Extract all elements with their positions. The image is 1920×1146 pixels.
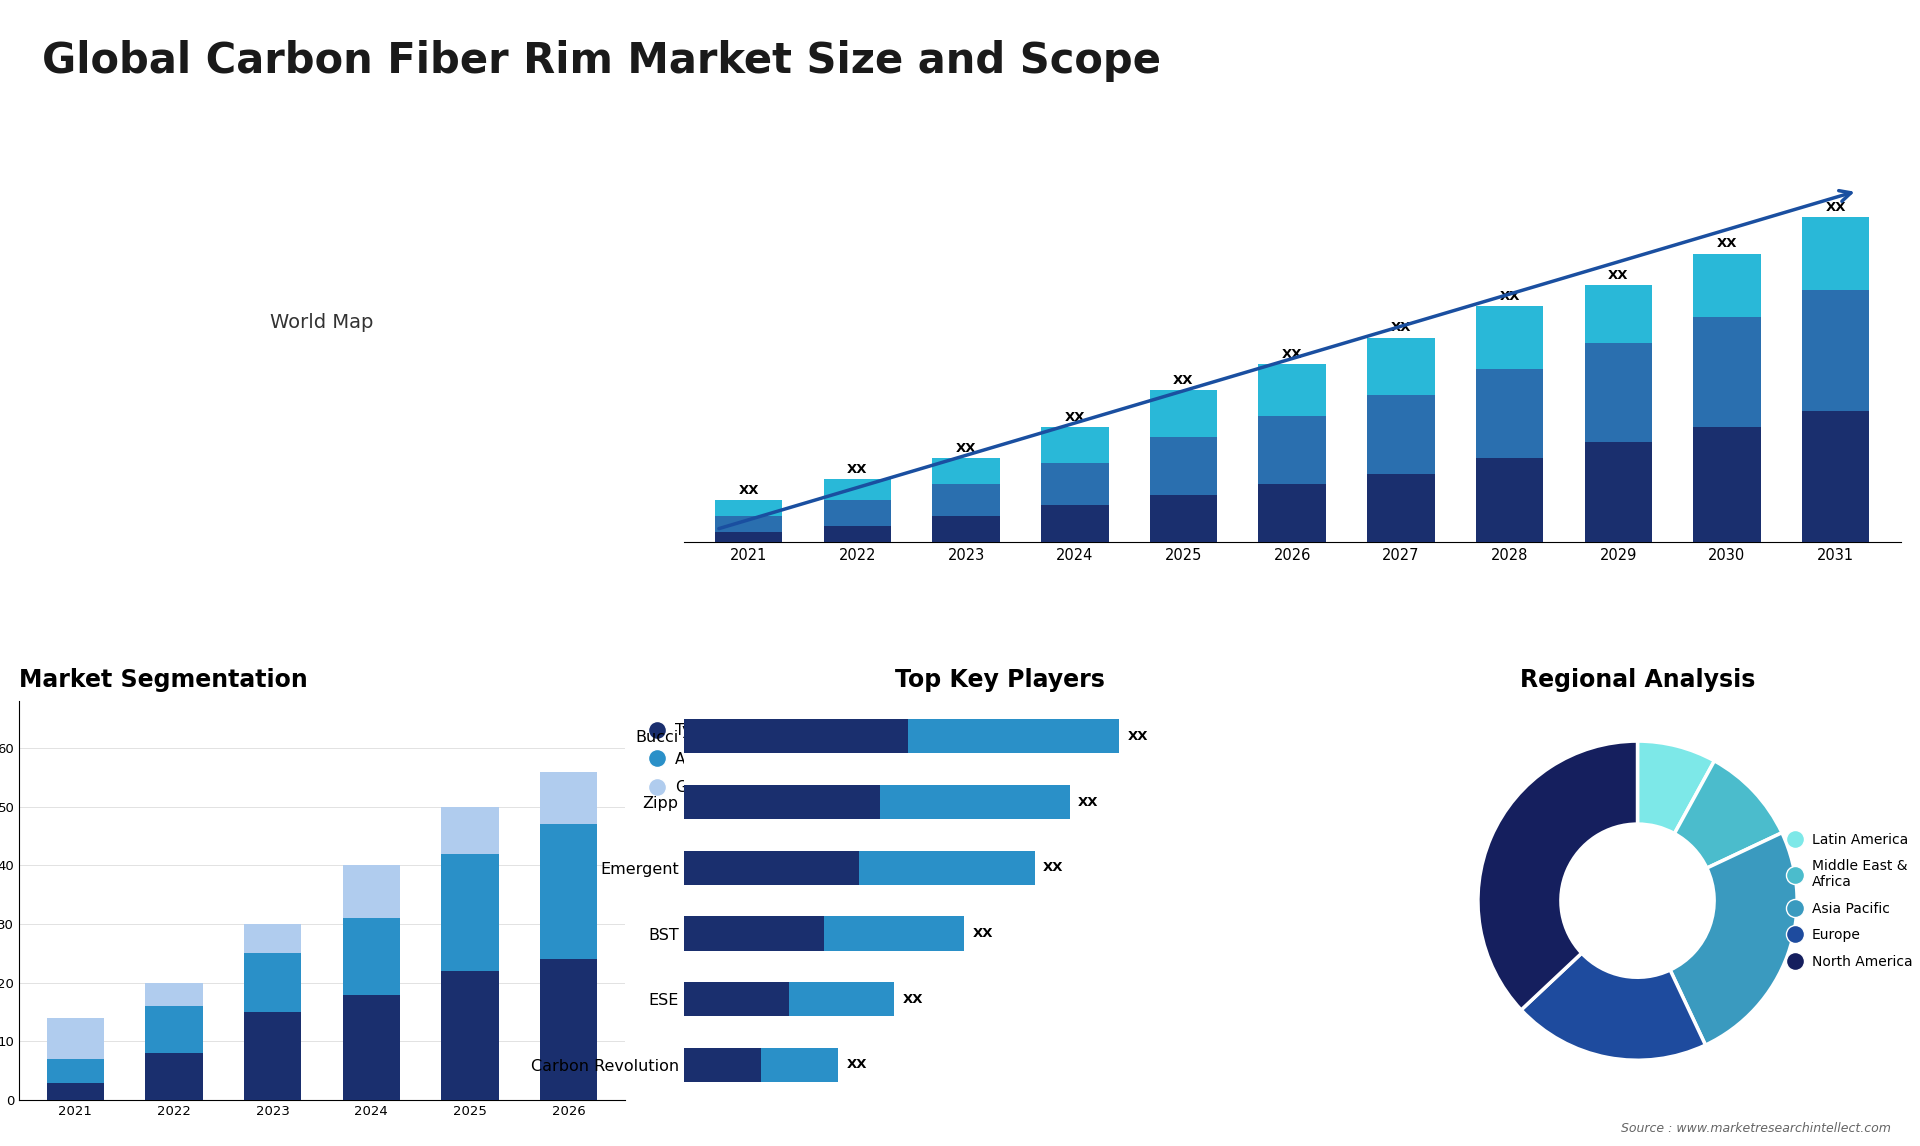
Text: Global Carbon Fiber Rim Market Size and Scope: Global Carbon Fiber Rim Market Size and … xyxy=(42,40,1162,83)
Bar xyxy=(684,1047,837,1082)
Wedge shape xyxy=(1638,741,1715,833)
Wedge shape xyxy=(1478,741,1638,1010)
Bar xyxy=(824,526,891,542)
Title: Regional Analysis: Regional Analysis xyxy=(1521,668,1755,692)
Text: Market Segmentation: Market Segmentation xyxy=(19,668,307,692)
Bar xyxy=(684,982,789,1017)
Bar xyxy=(342,995,399,1100)
Bar xyxy=(540,771,597,824)
Bar xyxy=(684,720,908,753)
Bar xyxy=(933,485,1000,516)
Bar xyxy=(342,918,399,995)
Bar xyxy=(1367,473,1434,542)
Bar xyxy=(684,850,858,885)
Bar xyxy=(540,959,597,1100)
Bar xyxy=(1801,217,1870,290)
Bar xyxy=(46,1083,104,1100)
Text: XX: XX xyxy=(1716,237,1738,251)
Text: XX: XX xyxy=(1607,269,1628,282)
Title: Top Key Players: Top Key Players xyxy=(895,668,1104,692)
Bar xyxy=(1801,290,1870,411)
Bar xyxy=(1258,416,1327,485)
Text: XX: XX xyxy=(739,484,758,497)
Bar xyxy=(684,785,879,819)
Bar xyxy=(1258,363,1327,416)
Bar xyxy=(46,1059,104,1083)
Bar xyxy=(1150,437,1217,495)
Bar xyxy=(684,917,964,951)
Bar xyxy=(1584,442,1651,542)
Bar xyxy=(342,865,399,918)
Bar xyxy=(244,1012,301,1100)
Bar xyxy=(244,924,301,953)
Bar xyxy=(684,850,1035,885)
Bar xyxy=(714,516,783,532)
Bar xyxy=(1476,458,1544,542)
Text: XX: XX xyxy=(847,1059,868,1072)
Bar xyxy=(1258,485,1327,542)
Bar xyxy=(1150,390,1217,437)
Bar xyxy=(933,458,1000,485)
Bar xyxy=(824,500,891,526)
Bar xyxy=(1693,426,1761,542)
Bar xyxy=(1801,411,1870,542)
Bar xyxy=(684,1047,760,1082)
Text: XX: XX xyxy=(1173,374,1194,387)
Bar xyxy=(684,917,824,951)
Bar xyxy=(1584,343,1651,442)
Legend: Type, Application, Geography: Type, Application, Geography xyxy=(645,716,766,801)
Bar xyxy=(1041,505,1108,542)
Bar xyxy=(1693,253,1761,316)
Bar xyxy=(1693,316,1761,426)
Wedge shape xyxy=(1670,833,1797,1045)
Text: XX: XX xyxy=(1079,795,1098,809)
Text: XX: XX xyxy=(1826,201,1845,214)
Text: Source : www.marketresearchintellect.com: Source : www.marketresearchintellect.com xyxy=(1620,1122,1891,1135)
Bar xyxy=(1476,306,1544,369)
Bar xyxy=(1150,495,1217,542)
Bar xyxy=(714,500,783,516)
Bar xyxy=(540,824,597,959)
Text: XX: XX xyxy=(847,463,868,476)
Bar xyxy=(714,532,783,542)
Bar xyxy=(684,785,1069,819)
Text: XX: XX xyxy=(973,927,993,940)
Text: XX: XX xyxy=(956,442,977,455)
Wedge shape xyxy=(1521,953,1705,1060)
Wedge shape xyxy=(1674,761,1782,868)
Bar xyxy=(1041,426,1108,463)
Text: XX: XX xyxy=(1064,410,1085,424)
Bar xyxy=(1476,369,1544,458)
Bar xyxy=(1367,338,1434,395)
Bar xyxy=(933,516,1000,542)
Text: XX: XX xyxy=(902,992,924,1006)
Text: World Map: World Map xyxy=(271,313,374,332)
Bar xyxy=(684,982,895,1017)
Bar xyxy=(824,479,891,500)
Bar xyxy=(442,854,499,971)
Bar xyxy=(1041,463,1108,505)
Text: XX: XX xyxy=(1127,730,1148,743)
Bar xyxy=(1584,285,1651,343)
Text: XX: XX xyxy=(1283,347,1302,361)
Text: XX: XX xyxy=(1043,862,1064,874)
Bar xyxy=(1367,395,1434,473)
Bar xyxy=(146,1053,204,1100)
Text: XX: XX xyxy=(1500,290,1521,303)
Bar xyxy=(146,983,204,1006)
Bar xyxy=(46,1018,104,1059)
Bar xyxy=(442,807,499,854)
Bar xyxy=(442,971,499,1100)
Legend: Latin America, Middle East &
Africa, Asia Pacific, Europe, North America: Latin America, Middle East & Africa, Asi… xyxy=(1784,827,1918,974)
Bar xyxy=(146,1006,204,1053)
Bar xyxy=(684,720,1119,753)
Bar xyxy=(244,953,301,1012)
Text: XX: XX xyxy=(1390,321,1411,335)
